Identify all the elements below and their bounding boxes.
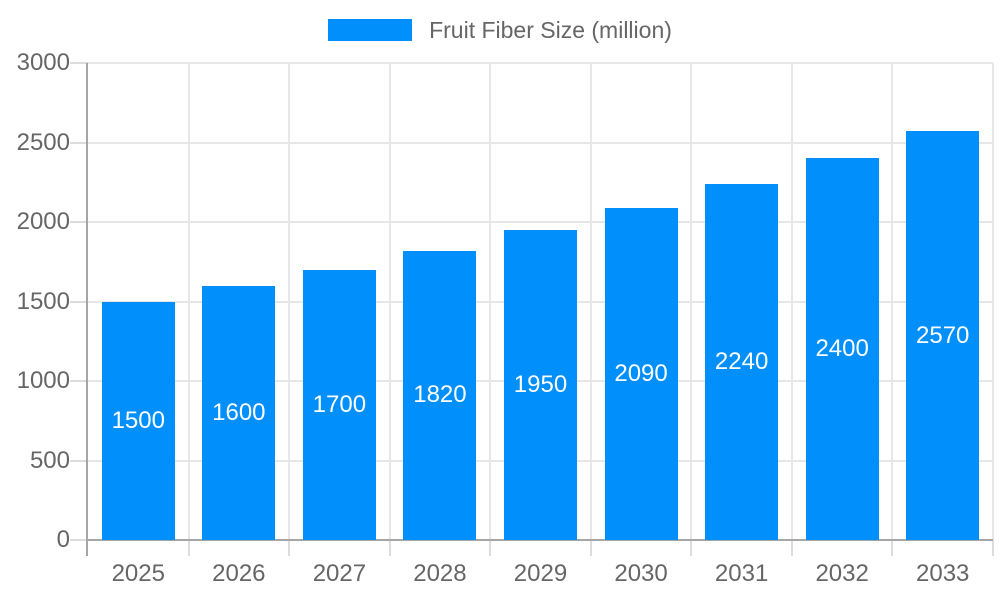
bar-value-label: 1600 [212, 398, 266, 426]
x-axis-label: 2027 [312, 560, 367, 587]
bar[interactable]: 1950 [504, 229, 577, 540]
x-axis-tick [992, 540, 994, 556]
x-axis-label: 2030 [614, 560, 668, 587]
bar[interactable]: 2570 [906, 131, 980, 540]
bar-value-label: 1500 [111, 406, 165, 434]
x-axis-label: 2026 [212, 560, 266, 587]
bar-value-label: 2570 [916, 321, 970, 349]
bar[interactable]: 1700 [302, 269, 376, 540]
bar[interactable]: 2400 [805, 158, 879, 540]
x-gridline [992, 63, 994, 540]
x-axis-tick [589, 540, 592, 556]
x-axis-tick [790, 540, 793, 556]
y-axis-tick [70, 221, 88, 223]
bar-value-label: 1820 [413, 381, 467, 409]
x-axis-tick [489, 540, 492, 556]
bar[interactable]: 1600 [202, 285, 276, 540]
x-axis-label: 2025 [111, 560, 165, 587]
x-gridline [690, 63, 693, 540]
legend-item[interactable]: Fruit Fiber Size (million) [328, 16, 672, 44]
x-axis-tick [891, 540, 894, 556]
y-axis-label: 2500 [16, 128, 70, 156]
y-gridline [88, 62, 993, 64]
x-gridline [489, 63, 492, 540]
y-axis-label: 500 [29, 446, 70, 474]
bar-value-label: 1950 [513, 370, 568, 398]
bar[interactable]: 2240 [705, 183, 779, 540]
y-axis-tick [70, 459, 88, 462]
y-axis-tick [70, 62, 88, 64]
y-gridline [88, 221, 993, 223]
x-gridline [288, 63, 291, 540]
x-gridline [187, 63, 190, 540]
x-axis-tick [690, 540, 693, 556]
bar[interactable]: 2090 [604, 207, 678, 540]
y-axis-tick [70, 300, 88, 303]
legend-swatch-icon [328, 19, 413, 41]
bar[interactable]: 1500 [101, 301, 175, 540]
y-axis-label: 0 [56, 526, 70, 553]
y-axis-label: 3000 [16, 49, 70, 76]
y-axis-line [86, 63, 88, 556]
x-axis-tick [288, 540, 291, 556]
y-gridline [88, 141, 993, 144]
x-gridline [589, 63, 592, 540]
bar[interactable]: 1820 [403, 250, 477, 540]
y-axis-tick [70, 539, 88, 541]
bar-value-label: 2240 [714, 347, 769, 375]
x-axis-tick [187, 540, 190, 556]
bar-value-label: 2090 [614, 359, 668, 387]
x-gridline [790, 63, 793, 540]
x-axis-label: 2033 [916, 560, 970, 587]
x-axis-tick [388, 540, 391, 556]
x-axis-line [86, 539, 993, 541]
x-gridline [891, 63, 894, 540]
bar-value-label: 1700 [312, 390, 367, 418]
bar-value-label: 2400 [815, 335, 869, 363]
x-axis-label: 2031 [714, 560, 769, 587]
y-axis-tick [70, 380, 88, 382]
y-axis-tick [70, 141, 88, 144]
x-gridline [388, 63, 391, 540]
chart-legend: Fruit Fiber Size (million) [0, 16, 1000, 44]
x-axis-label: 2028 [413, 560, 467, 587]
legend-label: Fruit Fiber Size (million) [429, 17, 672, 43]
y-axis-label: 1000 [16, 367, 70, 394]
y-axis-label: 2000 [16, 208, 70, 235]
x-axis-label: 2032 [815, 560, 869, 587]
y-axis-label: 1500 [16, 287, 70, 315]
x-axis-label: 2029 [513, 560, 568, 587]
